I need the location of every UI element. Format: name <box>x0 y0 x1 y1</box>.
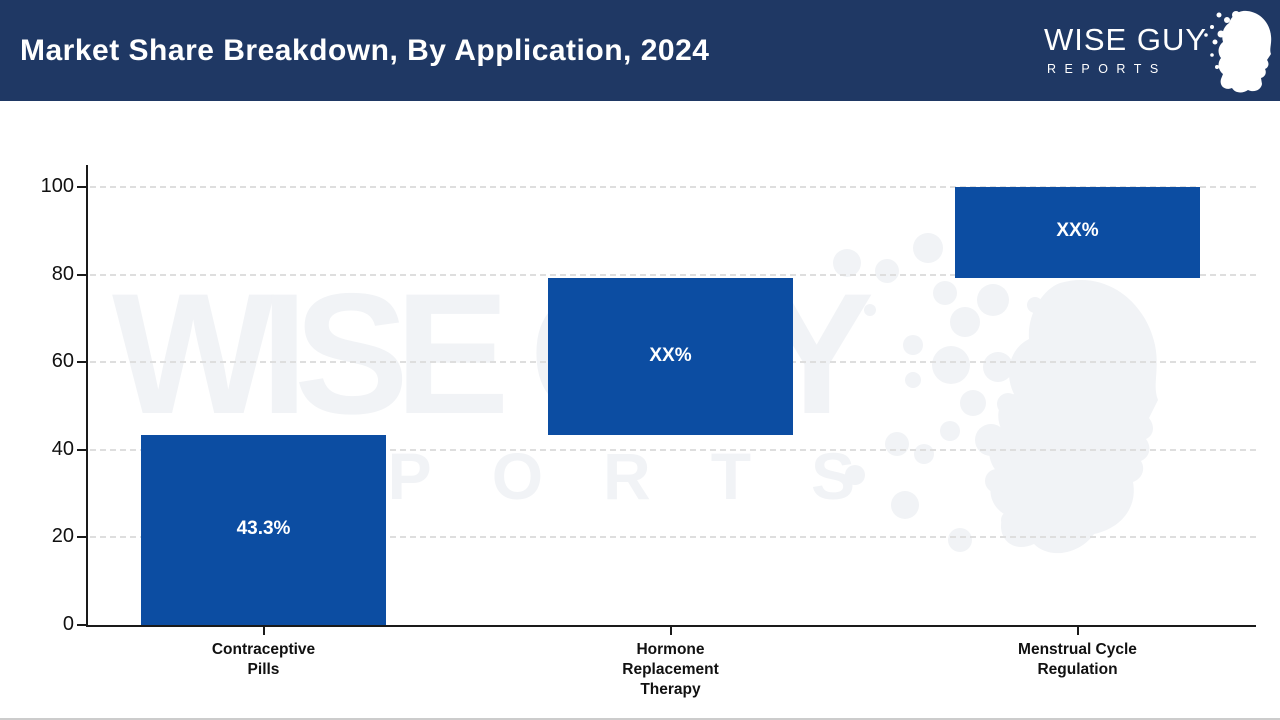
y-tick-label: 40 <box>51 437 74 460</box>
y-tick-label: 60 <box>51 350 74 373</box>
y-tick-mark <box>77 361 88 364</box>
gridline <box>90 536 1256 539</box>
market-share-bar <box>141 435 386 625</box>
y-tick-label: 100 <box>40 175 74 197</box>
x-axis-line <box>86 625 1256 627</box>
category-label: Menstrual Cycle Regulation <box>1018 641 1137 678</box>
x-tick-mark <box>1076 626 1079 635</box>
wise-guy-reports-logo: WISE GUY REPORTS <box>1038 5 1278 97</box>
bar-value-label: 43.3% <box>236 518 291 540</box>
chart-area: WISE GUY REPORTS 0 20 40 60 80 100 43.3% Contra… <box>0 101 1280 718</box>
gridline <box>90 273 1256 276</box>
y-tick-label: 0 <box>62 613 74 635</box>
category-label: Contraceptive Pills <box>211 641 316 678</box>
y-tick-mark <box>77 624 88 626</box>
logo-subtext: REPORTS <box>1047 62 1167 76</box>
page-title: Market Share Breakdown, By Application, … <box>20 33 710 67</box>
y-tick-label: 80 <box>51 262 74 285</box>
market-share-bar <box>955 187 1200 278</box>
watermark-head-dots-icon <box>833 233 1158 554</box>
y-tick-mark <box>77 273 88 276</box>
gridline <box>90 448 1256 451</box>
category-label: Hormone Replacement Therapy <box>622 641 719 698</box>
y-tick-mark <box>77 186 88 188</box>
x-tick-mark <box>669 626 672 635</box>
y-tick-label: 20 <box>51 525 74 548</box>
y-tick-mark <box>77 448 88 451</box>
y-axis-line <box>86 165 88 627</box>
bar-value-label: XX% <box>649 344 692 366</box>
bar-value-label: XX% <box>1056 220 1099 242</box>
market-share-bar <box>548 277 793 436</box>
gridline <box>90 186 1256 188</box>
logo-head-dots-icon <box>1204 10 1272 93</box>
x-tick-mark <box>262 626 265 635</box>
logo-wordmark: WISE GUY <box>1044 22 1208 57</box>
header-banner: Market Share Breakdown, By Application, … <box>0 0 1280 101</box>
bottom-rule <box>0 718 1280 720</box>
y-tick-mark <box>77 536 88 539</box>
